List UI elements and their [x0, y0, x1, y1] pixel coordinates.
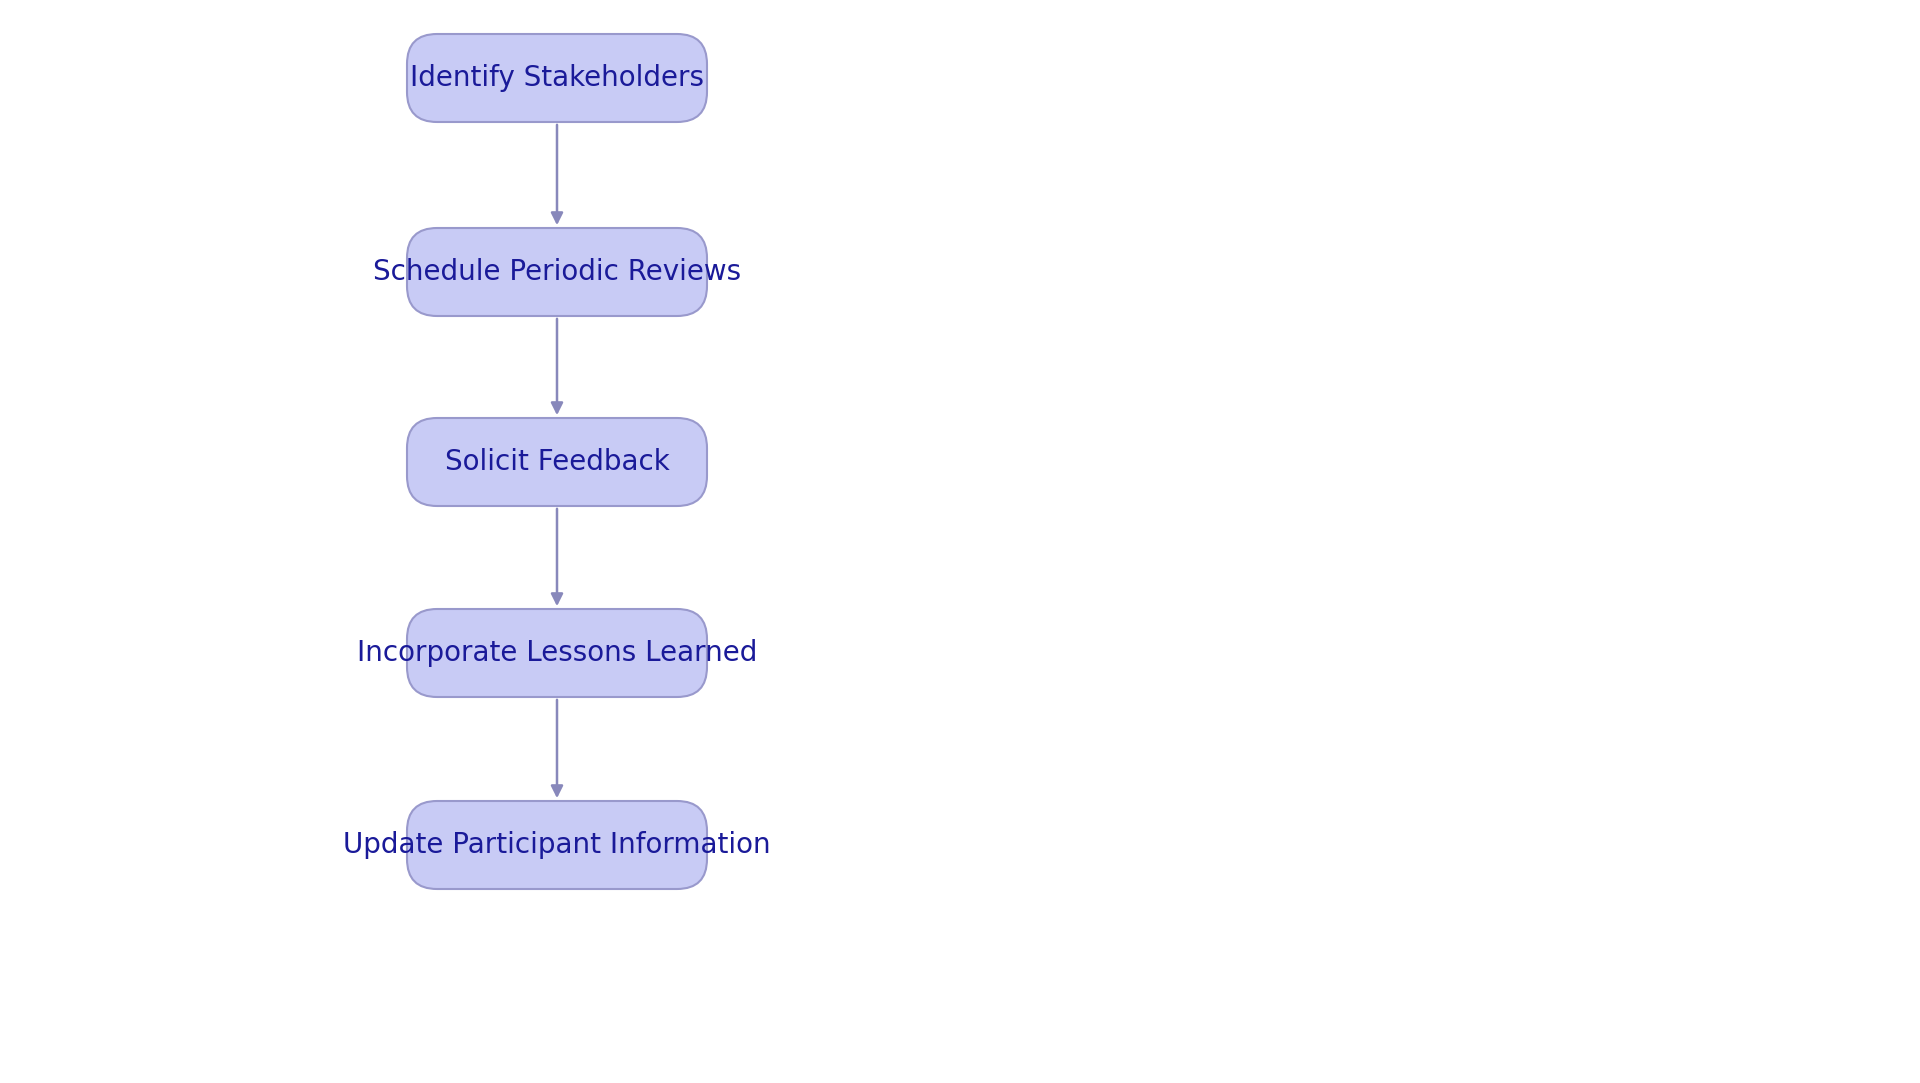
FancyBboxPatch shape	[407, 801, 707, 889]
FancyBboxPatch shape	[407, 34, 707, 122]
Text: Update Participant Information: Update Participant Information	[344, 831, 770, 859]
FancyBboxPatch shape	[407, 609, 707, 697]
FancyBboxPatch shape	[407, 229, 707, 316]
Text: Identify Stakeholders: Identify Stakeholders	[411, 64, 705, 92]
Text: Schedule Periodic Reviews: Schedule Periodic Reviews	[372, 258, 741, 286]
FancyBboxPatch shape	[407, 418, 707, 506]
Text: Solicit Feedback: Solicit Feedback	[445, 448, 670, 477]
Text: Incorporate Lessons Learned: Incorporate Lessons Learned	[357, 639, 756, 667]
